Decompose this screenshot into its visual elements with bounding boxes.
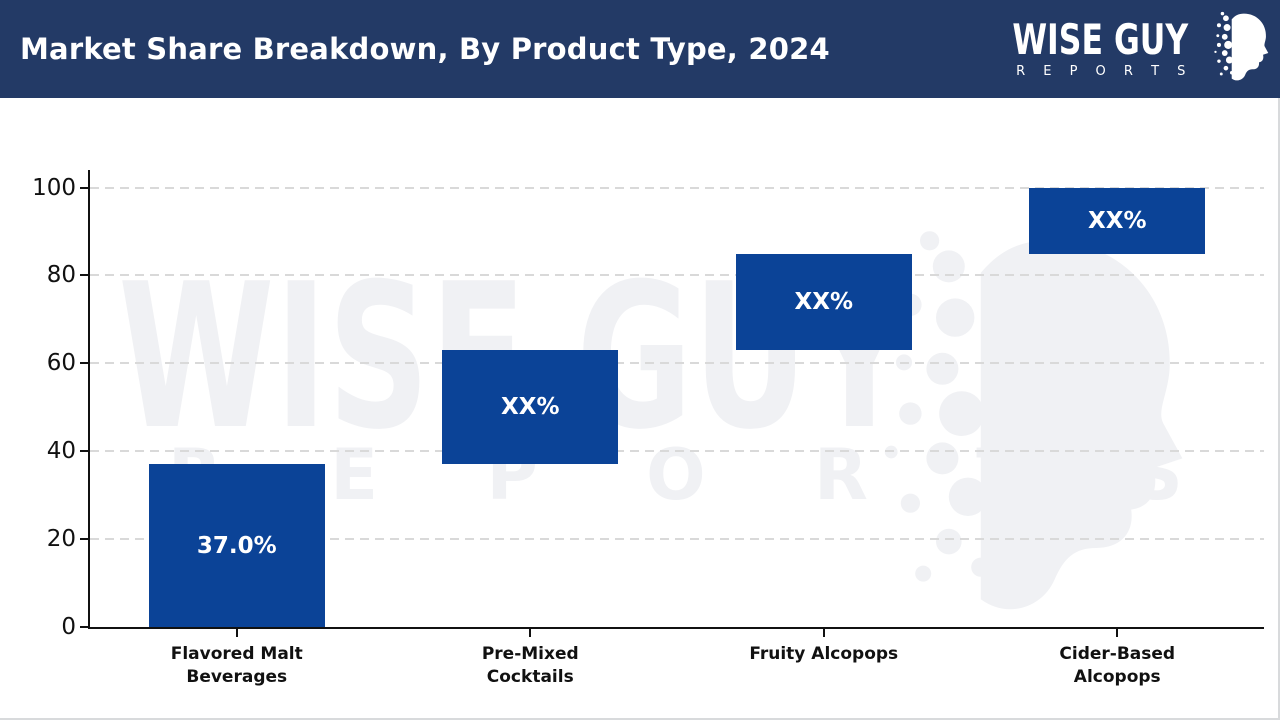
logo-subtext: R E P O R T S [1016, 64, 1193, 79]
y-tick-mark [80, 362, 88, 365]
gridline [90, 274, 1264, 277]
y-tick-label: 0 [61, 614, 76, 640]
plot-area: 0 20 40 60 80 100 37.0% Flavored Malt Beverages… [32, 170, 1264, 687]
y-tick-label: 40 [46, 438, 76, 465]
x-tick-mark [235, 629, 238, 637]
bar-value-label: 37.0% [196, 532, 277, 559]
bar-segment: XX% [1029, 187, 1206, 254]
y-tick-mark [80, 450, 88, 453]
y-tick-mark [80, 186, 88, 189]
bar-value-label: XX% [794, 288, 853, 315]
x-tick-mark [822, 629, 825, 637]
y-tick-mark [80, 274, 88, 277]
face-logo-icon [1214, 11, 1269, 81]
gridline [90, 450, 1264, 453]
x-category-label: Cider-Based Alcopops [1059, 644, 1176, 687]
header-bar: Market Share Breakdown, By Product Type,… [0, 0, 1280, 98]
logo-text: WISE GUY R E P O R T S [983, 15, 1218, 80]
gridline [90, 362, 1264, 365]
bar-segment: 37.0% [148, 464, 325, 627]
bar-segment: XX% [442, 350, 619, 465]
bar-value-label: XX% [1087, 207, 1147, 234]
gridline [90, 538, 1264, 541]
bar-value-label: XX% [500, 394, 560, 421]
y-tick-label: 20 [46, 526, 76, 553]
x-tick-mark [1116, 629, 1119, 637]
bar-segment: XX% [735, 253, 912, 351]
y-tick-label: 80 [46, 262, 76, 289]
y-tick-label: 60 [46, 350, 76, 377]
chart-canvas: WISE GUY R E P O R T S 0 20 40 60 80 100 37.0%… [0, 98, 1280, 720]
wise-guy-logo: WISE GUY R E P O R T S [983, 11, 1270, 87]
gridline [90, 186, 1264, 189]
x-category-label: Fruity Alcopops [749, 644, 899, 664]
logo-wordmark: WISE GUY [1012, 15, 1189, 64]
x-tick-mark [529, 629, 532, 637]
y-tick-mark [80, 626, 88, 628]
y-tick-label: 100 [32, 174, 76, 201]
x-category-label: Flavored Malt Beverages [170, 644, 303, 687]
x-category-label: Pre-Mixed Cocktails [481, 644, 579, 687]
y-tick-mark [80, 538, 88, 541]
page-title: Market Share Breakdown, By Product Type,… [20, 32, 830, 66]
